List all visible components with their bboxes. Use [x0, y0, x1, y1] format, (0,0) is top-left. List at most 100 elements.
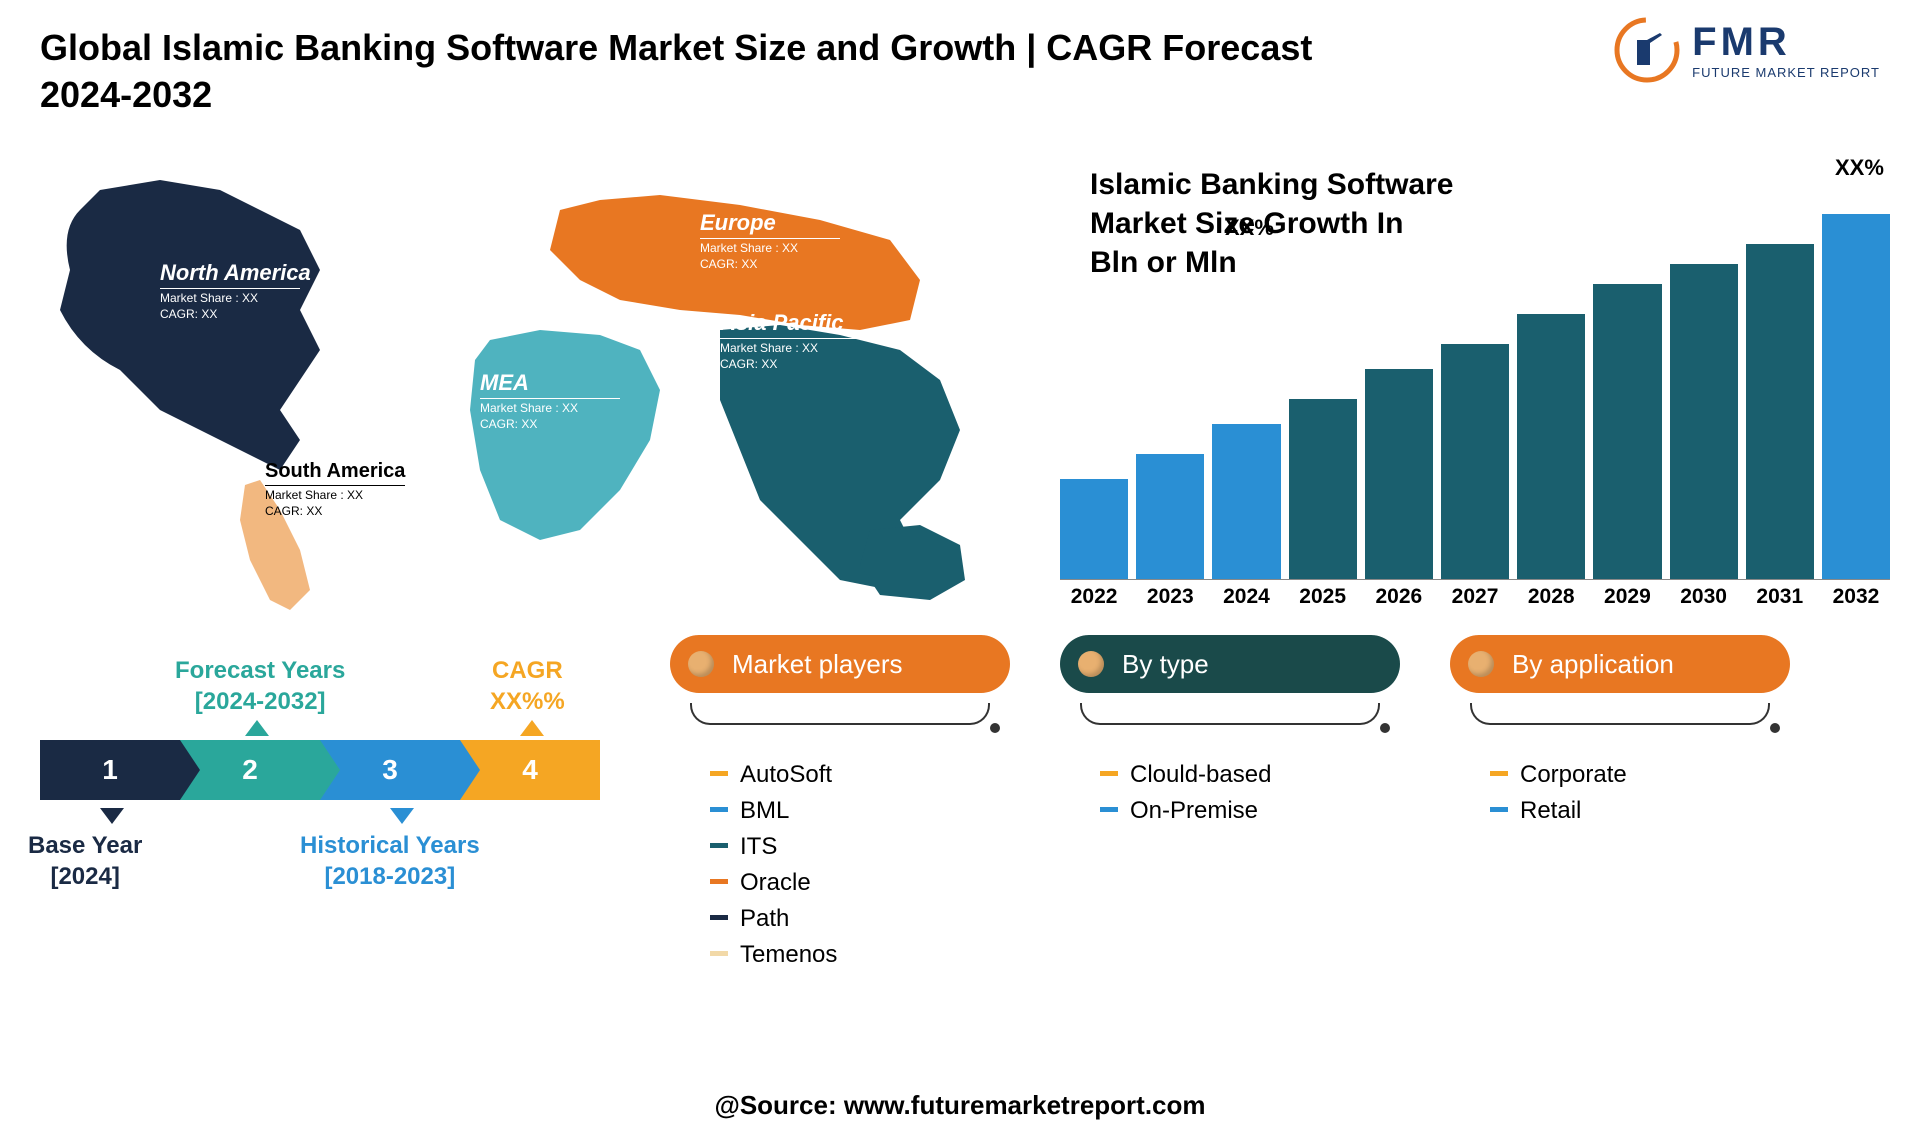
region-name-ap: Asia Pacific [720, 310, 860, 336]
bullet-marker [1100, 807, 1118, 812]
section-by-type: By type Clould-basedOn-Premise [1060, 635, 1400, 829]
arrow-down-hist [390, 808, 414, 824]
region-name-eu: Europe [700, 210, 840, 236]
bar-col-2029: 2029 [1593, 284, 1661, 579]
map-north-america [60, 180, 320, 470]
bar-col-2030: 2030 [1670, 264, 1738, 579]
bracket-app [1450, 703, 1790, 743]
section-market-players: Market players AutoSoftBMLITSOraclePathT… [670, 635, 1010, 973]
bar-col-2027: 2027 [1441, 344, 1509, 579]
page-title: Global Islamic Banking Software Market S… [40, 25, 1312, 119]
bar-2024 [1212, 424, 1280, 579]
bar-col-2022: 2022 [1060, 479, 1128, 579]
timeline-seg-2: 2 [180, 740, 320, 800]
bullet-marker [710, 843, 728, 848]
arrow-up-forecast [245, 720, 269, 736]
list-item: On-Premise [1100, 793, 1400, 829]
pill-dot-icon [1468, 651, 1494, 677]
bar-2031 [1746, 244, 1814, 579]
region-cagr-na: CAGR: XX [160, 307, 311, 323]
bar-pct-2024: XX% [1225, 215, 1274, 241]
pill-title-players: Market players [732, 649, 903, 680]
list-type: Clould-basedOn-Premise [1100, 757, 1400, 829]
source-footer: @Source: www.futuremarketreport.com [714, 1090, 1205, 1121]
bullet-marker [1490, 771, 1508, 776]
bar-year-label: 2030 [1680, 585, 1727, 609]
region-share-na: Market Share : XX [160, 291, 311, 307]
bullet-marker [1100, 771, 1118, 776]
bar-year-label: 2029 [1604, 585, 1651, 609]
world-map: North America Market Share : XX CAGR: XX… [40, 150, 1040, 620]
region-share-eu: Market Share : XX [700, 241, 840, 257]
bar-year-label: 2032 [1833, 585, 1880, 609]
pill-by-type: By type [1060, 635, 1400, 693]
region-box-mea: MEA Market Share : XX CAGR: XX [480, 370, 620, 432]
region-box-ap: Asia Pacific Market Share : XX CAGR: XX [720, 310, 860, 372]
list-players: AutoSoftBMLITSOraclePathTemenos [710, 757, 1010, 973]
list-item: Corporate [1490, 757, 1790, 793]
map-mea [470, 330, 660, 540]
list-item: AutoSoft [710, 757, 1010, 793]
bracket-type [1060, 703, 1400, 743]
bar-col-2024: 2024 [1212, 424, 1280, 579]
region-cagr-sa: CAGR: XX [265, 504, 405, 520]
region-box-sa: South America Market Share : XX CAGR: XX [265, 460, 405, 519]
logo-brand: FMR [1692, 20, 1880, 65]
pill-by-application: By application [1450, 635, 1790, 693]
bar-col-2032: 2032 [1822, 214, 1890, 579]
bar-2023 [1136, 454, 1204, 579]
bar-chart: 2022202320242025202620272028202920302031… [1060, 200, 1890, 580]
bar-col-2023: 2023 [1136, 454, 1204, 579]
bullet-marker [1490, 807, 1508, 812]
list-item: Path [710, 901, 1010, 937]
list-item: Clould-based [1100, 757, 1400, 793]
bar-pct-2032: XX% [1835, 155, 1884, 181]
logo-tagline: FUTURE MARKET REPORT [1692, 65, 1880, 80]
bar-col-2028: 2028 [1517, 314, 1585, 579]
bar-year-label: 2026 [1375, 585, 1422, 609]
bar-2027 [1441, 344, 1509, 579]
region-box-eu: Europe Market Share : XX CAGR: XX [700, 210, 840, 272]
bar-2028 [1517, 314, 1585, 579]
bullet-marker [710, 807, 728, 812]
list-item: BML [710, 793, 1010, 829]
bar-2029 [1593, 284, 1661, 579]
region-share-sa: Market Share : XX [265, 488, 405, 504]
region-name-sa: South America [265, 460, 405, 483]
bar-2032 [1822, 214, 1890, 579]
timeline-seg-1: 1 [40, 740, 180, 800]
region-share-mea: Market Share : XX [480, 401, 620, 417]
bar-year-label: 2022 [1071, 585, 1118, 609]
region-name-na: North America [160, 260, 311, 286]
region-cagr-eu: CAGR: XX [700, 257, 840, 273]
list-item: Retail [1490, 793, 1790, 829]
bullet-marker [710, 879, 728, 884]
region-cagr-mea: CAGR: XX [480, 417, 620, 433]
region-share-ap: Market Share : XX [720, 341, 860, 357]
region-cagr-ap: CAGR: XX [720, 357, 860, 373]
arrow-down-base [100, 808, 124, 824]
bullet-marker [710, 771, 728, 776]
list-item: Temenos [710, 937, 1010, 973]
bar-year-label: 2025 [1299, 585, 1346, 609]
bar-col-2025: 2025 [1289, 399, 1357, 579]
bar-col-2026: 2026 [1365, 369, 1433, 579]
timeline-cagr-label: CAGR XX%% [490, 655, 565, 717]
timeline-hist-label: Historical Years [2018-2023] [300, 830, 480, 892]
timeline-forecast-label: Forecast Years [2024-2032] [175, 655, 345, 717]
bullet-marker [710, 951, 728, 956]
bar-2030 [1670, 264, 1738, 579]
bar-year-label: 2028 [1528, 585, 1575, 609]
bar-year-label: 2027 [1452, 585, 1499, 609]
fmr-logo-icon [1612, 15, 1682, 85]
pill-dot-icon [1078, 651, 1104, 677]
logo: FMR FUTURE MARKET REPORT [1612, 15, 1880, 85]
bar-col-2031: 2031 [1746, 244, 1814, 579]
timeline: 1 2 3 4 [40, 740, 600, 800]
list-item: ITS [710, 829, 1010, 865]
region-box-na: North America Market Share : XX CAGR: XX [160, 260, 311, 322]
region-name-mea: MEA [480, 370, 620, 396]
bullet-marker [710, 915, 728, 920]
list-item: Oracle [710, 865, 1010, 901]
list-app: CorporateRetail [1490, 757, 1790, 829]
